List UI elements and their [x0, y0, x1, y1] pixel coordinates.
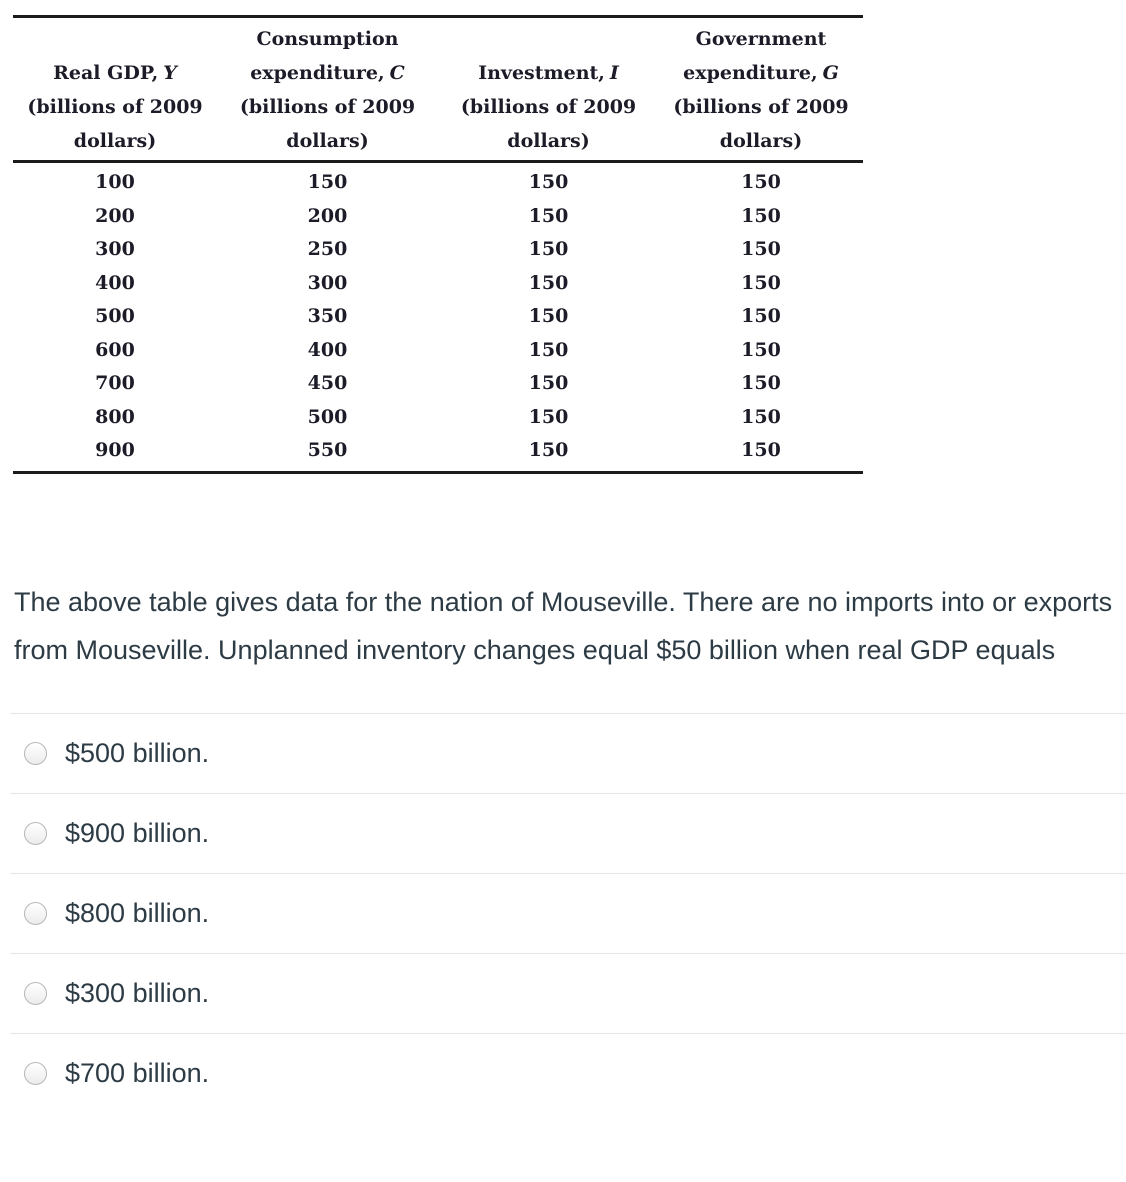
column-header-symbol: I	[609, 62, 619, 84]
table-cell: 600	[95, 338, 135, 361]
table-cell: 150	[528, 171, 569, 193]
column-header-real-gdp: Real GDP, Y (billions of 2009 dollars)	[13, 16, 217, 163]
table-cell: 150	[741, 405, 781, 428]
answer-option-label[interactable]: $500 billion.	[65, 737, 210, 768]
answer-option-label[interactable]: $900 billion.	[65, 817, 210, 848]
table-cell: 150	[528, 204, 569, 227]
table-cell: 150	[528, 338, 569, 361]
table-cell: 700	[95, 372, 135, 394]
column-header-label: expenditure,	[683, 62, 818, 84]
table-cell: 150	[741, 171, 781, 193]
table-header-row: Real GDP, Y (billions of 2009 dollars) Co…	[13, 16, 863, 163]
column-header-symbol: G	[822, 62, 839, 84]
column-header-unit: (billions of 2009	[27, 96, 203, 118]
column-header-unit: dollars)	[507, 130, 590, 152]
column-header-unit: dollars)	[73, 130, 157, 152]
column-header-label: Investment,	[478, 62, 605, 84]
table-row: 300 250 150 150	[13, 233, 863, 267]
answer-options: $500 billion. $900 billion. $800 billion…	[10, 712, 1126, 1113]
table-cell: 100	[95, 171, 135, 193]
table-cell: 150	[528, 271, 569, 294]
table-cell: 150	[528, 238, 569, 260]
answer-option[interactable]: $300 billion.	[10, 952, 1126, 1033]
table-cell: 550	[307, 439, 348, 461]
table-cell: 150	[528, 439, 569, 461]
radio-button[interactable]	[24, 1061, 47, 1085]
table-cell: 300	[307, 271, 348, 294]
column-header-unit: dollars)	[719, 130, 803, 152]
table-row: 700 450 150 150	[13, 367, 863, 401]
table-cell: 200	[307, 204, 348, 227]
table-row: 400 300 150 150	[13, 267, 863, 301]
answer-option-label[interactable]: $300 billion.	[65, 977, 210, 1008]
table-row: 100 150 150 150	[13, 162, 863, 200]
table-cell: 150	[528, 372, 569, 394]
table-cell: 200	[95, 204, 135, 227]
column-header-unit: (billions of 2009	[673, 96, 849, 118]
table-row: 500 350 150 150	[13, 300, 863, 334]
table-cell: 150	[741, 439, 781, 461]
column-header-label: Real GDP,	[53, 62, 159, 84]
table-cell: 150	[528, 305, 569, 327]
table-cell: 150	[741, 204, 781, 227]
column-header-unit: (billions of 2009	[239, 96, 416, 118]
table-cell: 150	[741, 305, 781, 327]
radio-button[interactable]	[24, 741, 47, 765]
answer-option[interactable]: $700 billion.	[10, 1032, 1126, 1113]
table-cell: 250	[307, 238, 348, 260]
gdp-data-table: Real GDP, Y (billions of 2009 dollars) Co…	[13, 15, 863, 474]
table-cell: 800	[95, 405, 135, 428]
table-row: 200 200 150 150	[13, 200, 863, 234]
column-header-consumption: Consumption expenditure, C (billions of 2…	[217, 16, 438, 163]
column-header-symbol: Y	[163, 62, 177, 84]
table-cell: 400	[307, 338, 348, 361]
column-header-top: Consumption	[256, 28, 399, 50]
column-header-top: Government	[695, 28, 827, 50]
table-cell: 350	[307, 305, 348, 327]
column-header-label: expenditure,	[250, 62, 385, 84]
table-cell: 150	[741, 238, 781, 260]
column-header-government: Government expenditure, G (billions of 20…	[659, 16, 863, 163]
column-header-unit: dollars)	[286, 130, 369, 152]
table-cell: 500	[95, 305, 135, 327]
table-cell: 150	[528, 405, 569, 428]
column-header-unit: (billions of 2009	[460, 96, 637, 118]
answer-option-label[interactable]: $800 billion.	[65, 897, 210, 928]
table-cell: 400	[95, 271, 135, 294]
table-row: 600 400 150 150	[13, 334, 863, 368]
table-cell: 500	[307, 405, 348, 428]
answer-option[interactable]: $500 billion.	[10, 712, 1126, 793]
table-cell: 150	[307, 171, 348, 193]
answer-option-label[interactable]: $700 billion.	[65, 1057, 210, 1088]
question-text: The above table gives data for the natio…	[14, 586, 1113, 665]
answer-option[interactable]: $900 billion.	[10, 792, 1126, 873]
table-row: 800 500 150 150	[13, 401, 863, 435]
table-cell: 300	[95, 238, 135, 260]
answer-option[interactable]: $800 billion.	[10, 872, 1126, 953]
table-cell: 150	[741, 271, 781, 294]
radio-button[interactable]	[24, 981, 47, 1005]
column-header-symbol: C	[389, 62, 405, 84]
table-row: 900 550 150 150	[13, 434, 863, 472]
table-cell: 450	[307, 372, 348, 394]
table-cell: 150	[741, 338, 781, 361]
table-cell: 150	[741, 372, 781, 394]
macro-data-table: Real GDP, Y (billions of 2009 dollars) Co…	[13, 15, 863, 474]
radio-button[interactable]	[24, 821, 47, 845]
column-header-investment: Investment, I (billions of 2009 dollars)	[438, 16, 659, 163]
radio-button[interactable]	[24, 901, 47, 925]
table-cell: 900	[95, 439, 135, 461]
